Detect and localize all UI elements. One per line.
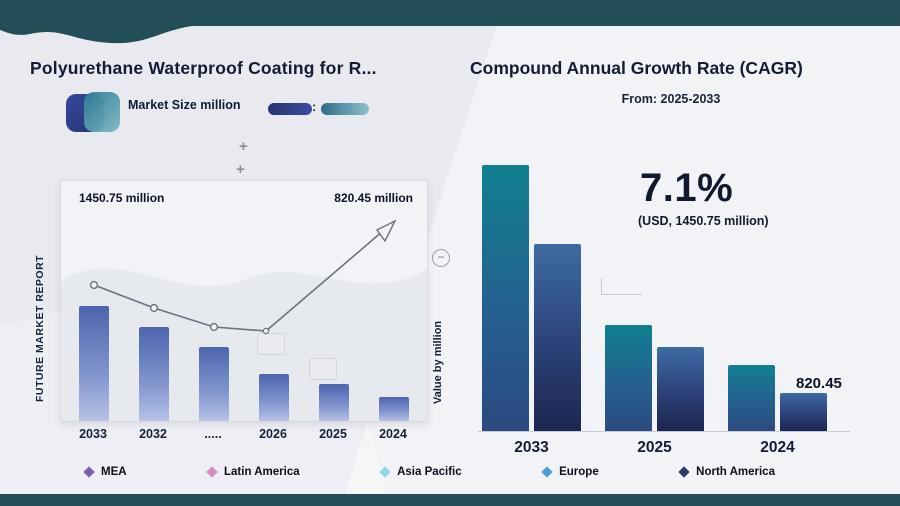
legend-label: MEA	[101, 466, 127, 478]
legend-label: Asia Pacific	[397, 466, 462, 478]
bar	[534, 244, 581, 431]
legend-label: North America	[696, 466, 775, 478]
plus-icon: +	[239, 138, 248, 155]
right-chart-groups: 2033 2025 2024	[482, 164, 827, 457]
annotation-start-value: 1450.75 million	[79, 191, 165, 205]
ratio-pill-right	[321, 103, 369, 115]
decor-card	[257, 333, 285, 355]
ratio-separator: :	[312, 99, 317, 114]
legend-item: MEA	[83, 466, 127, 478]
bar	[79, 306, 109, 421]
bracket-decoration	[601, 278, 642, 295]
x-axis-label: 2024	[379, 427, 407, 441]
right-chart-area: 2033 2025 2024	[478, 164, 850, 464]
right-chart-title: Compound Annual Growth Rate (CAGR)	[470, 58, 803, 78]
bar	[482, 165, 529, 431]
bottom-accent-bar	[0, 494, 900, 506]
bar	[259, 374, 289, 421]
x-axis-label: 2024	[760, 439, 795, 456]
cagr-caption: (USD, 1450.75 million)	[638, 214, 769, 228]
right-chart-subtitle: From: 2025-2033	[621, 92, 721, 106]
legend-item: North America	[678, 466, 775, 478]
legend-marker-icon	[379, 466, 391, 478]
legend-label: Europe	[559, 466, 599, 478]
legend-marker-icon	[541, 466, 553, 478]
bar-value-annotation: 820.45	[796, 375, 842, 392]
legend-item: Europe	[541, 466, 599, 478]
cagr-value: 7.1%	[640, 166, 734, 210]
bottom-legend: MEA Latin America Asia Pacific Europe North …	[83, 466, 775, 478]
left-chart-bars	[61, 306, 427, 421]
x-axis-label: 2033	[79, 427, 107, 441]
bar	[728, 365, 775, 431]
x-axis-label: 2032	[139, 427, 167, 441]
right-y-axis-label: Value by million	[432, 320, 444, 404]
bar-group: 2033	[482, 164, 581, 457]
top-accent-bar	[0, 0, 900, 26]
legend-label: Latin America	[224, 466, 300, 478]
bar	[379, 397, 409, 421]
market-size-legend-label: Market Size million	[128, 98, 241, 112]
market-size-icon	[66, 92, 120, 134]
x-axis-line	[478, 431, 850, 432]
legend-marker-icon	[83, 466, 95, 478]
x-axis-label: 2026	[259, 427, 287, 441]
x-axis-label: .....	[204, 427, 222, 441]
legend-item: Latin America	[206, 466, 300, 478]
left-x-axis: 2033 2032..... 2026 2025 2024	[60, 427, 426, 441]
legend-marker-icon	[206, 466, 218, 478]
x-axis-label: 2025	[637, 439, 672, 456]
left-y-axis-label: FUTURE MARKET REPORT	[34, 254, 46, 402]
arrow-head-icon	[375, 219, 397, 243]
bar	[605, 325, 652, 431]
bar	[139, 327, 169, 421]
bar-group: 2025	[605, 164, 704, 457]
legend-marker-icon	[678, 466, 690, 478]
decor-card	[309, 358, 337, 380]
legend-item: Asia Pacific	[379, 466, 462, 478]
x-axis-label: 2025	[319, 427, 347, 441]
ratio-pill-left	[268, 103, 312, 115]
bar	[319, 384, 349, 421]
plus-icon: +	[236, 161, 245, 178]
left-chart-title: Polyurethane Waterproof Coating for R...	[30, 58, 377, 78]
x-axis-label: 2033	[514, 439, 549, 456]
left-chart-panel: 1450.75 million 820.45 million	[60, 180, 428, 422]
bar	[780, 393, 827, 431]
trend-line	[89, 219, 397, 335]
circle-minus-icon: −	[432, 249, 450, 267]
annotation-end-value: 820.45 million	[334, 191, 413, 205]
bar-group: 2024	[728, 164, 827, 457]
icon-shape	[84, 92, 120, 132]
bar	[199, 347, 229, 421]
top-wave-decoration	[0, 25, 200, 44]
bar	[657, 347, 704, 431]
